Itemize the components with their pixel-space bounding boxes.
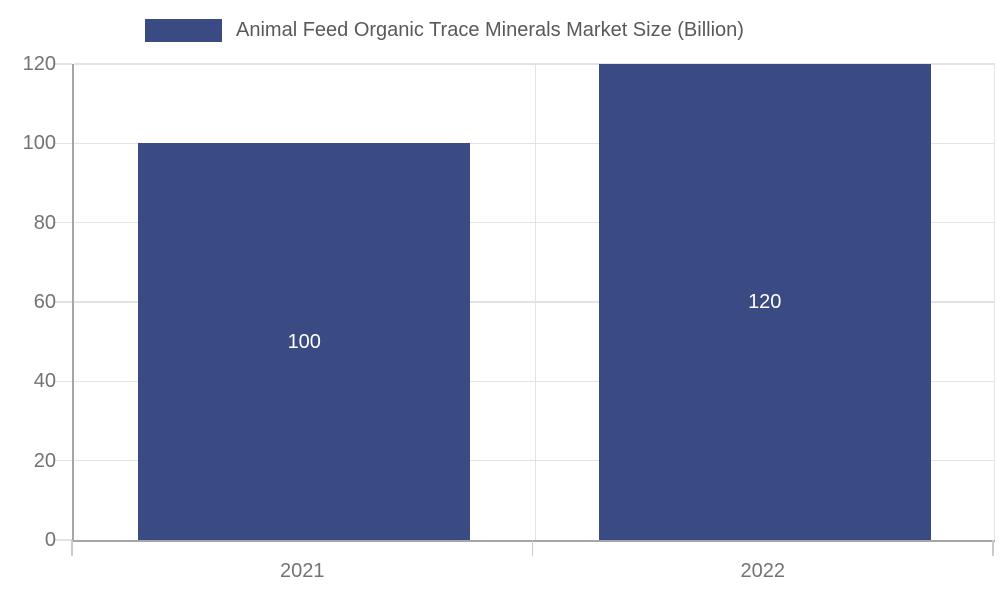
bar-2021: 100 xyxy=(138,143,471,540)
y-axis-tick-label: 100 xyxy=(22,132,56,155)
plot-area: 100 120 xyxy=(72,63,995,542)
x-axis-tick-label: 2022 xyxy=(740,560,786,582)
y-axis-tick-label: 0 xyxy=(44,529,56,551)
bar-value-label: 100 xyxy=(287,330,321,353)
bar-value-label: 120 xyxy=(748,291,782,313)
gridline-vertical xyxy=(534,64,536,540)
x-axis-tick xyxy=(531,540,534,556)
y-axis-tick-label: 40 xyxy=(33,370,56,393)
y-axis-tick xyxy=(55,142,72,145)
y-axis-tick-label: 80 xyxy=(33,211,56,234)
y-axis-tick-label: 20 xyxy=(33,449,56,472)
legend-label: Animal Feed Organic Trace Minerals Marke… xyxy=(236,19,744,41)
legend-swatch xyxy=(145,18,222,42)
x-axis-tick xyxy=(992,540,994,556)
y-axis-tick-label: 120 xyxy=(22,53,56,75)
x-axis-tick xyxy=(71,540,73,556)
y-axis-tick xyxy=(55,459,72,462)
x-axis-tick-label: 2021 xyxy=(280,560,325,582)
y-axis-tick xyxy=(55,539,72,541)
legend-item[interactable]: Animal Feed Organic Trace Minerals Marke… xyxy=(145,17,744,43)
y-axis-tick xyxy=(55,380,72,383)
y-axis-tick-label: 60 xyxy=(33,291,56,313)
y-axis-tick xyxy=(55,301,72,303)
gridline-vertical xyxy=(993,64,995,540)
y-axis-tick xyxy=(55,221,72,224)
y-axis-tick xyxy=(55,63,72,65)
bar-2022: 120 xyxy=(598,64,931,540)
